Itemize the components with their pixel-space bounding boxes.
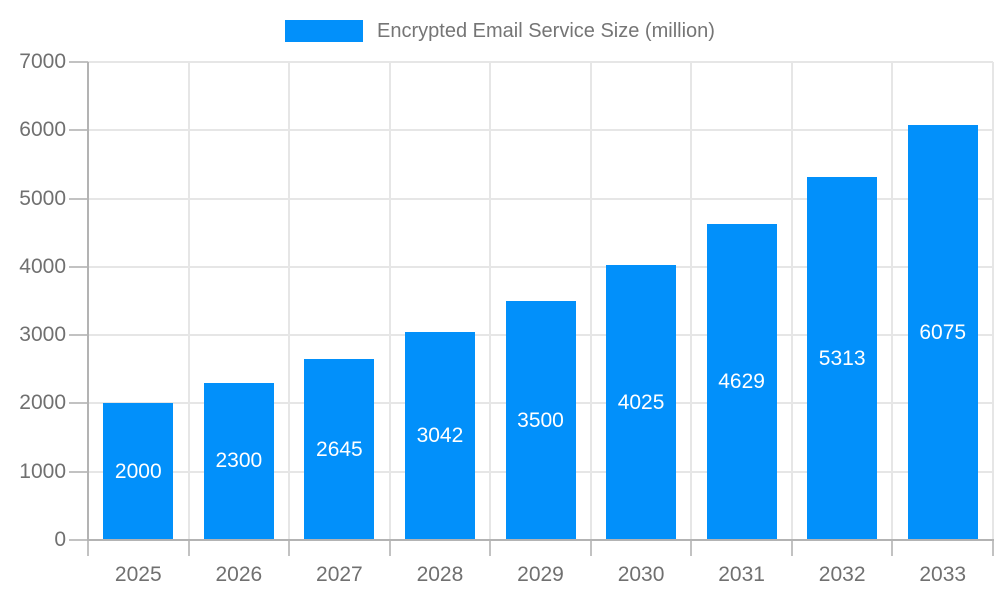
- x-axis-tick: [992, 541, 994, 556]
- h-gridline: [88, 197, 993, 200]
- y-axis-tick: [69, 265, 88, 268]
- x-axis-tick: [87, 541, 89, 556]
- y-axis-line: [87, 62, 89, 540]
- y-axis-tick: [69, 402, 88, 405]
- x-tick-label: 2030: [617, 563, 665, 586]
- h-gridline: [88, 265, 993, 268]
- y-tick-label: 2000: [19, 391, 66, 415]
- x-tick-label: 2026: [215, 563, 263, 586]
- legend-swatch-icon: [285, 20, 364, 42]
- v-gridline: [790, 62, 793, 540]
- y-tick-label: 0: [54, 528, 66, 551]
- bar: [606, 265, 677, 539]
- v-gridline: [690, 62, 693, 540]
- y-tick-label: 6000: [19, 118, 66, 142]
- x-tick-label: 2031: [718, 563, 765, 586]
- bar-value-label: 3500: [517, 408, 564, 432]
- y-tick-label: 7000: [19, 50, 66, 73]
- x-axis-tick: [388, 541, 391, 556]
- bar: [203, 382, 274, 539]
- y-tick-label: 3000: [19, 323, 66, 347]
- v-gridline: [891, 62, 894, 540]
- v-gridline: [589, 62, 592, 540]
- bar-value-label: 6075: [919, 320, 967, 344]
- legend-label: Encrypted Email Service Size (million): [377, 20, 715, 42]
- x-axis-tick: [589, 541, 592, 556]
- y-tick-label: 4000: [19, 254, 66, 278]
- x-axis-tick: [891, 541, 894, 556]
- y-axis-tick: [69, 197, 88, 200]
- x-axis-tick: [288, 541, 291, 556]
- y-axis-tick: [69, 61, 88, 63]
- bar-value-label: 2300: [215, 449, 263, 473]
- y-axis-tick: [69, 470, 88, 473]
- bar-value-label: 3042: [416, 424, 464, 448]
- v-gridline: [489, 62, 492, 540]
- bar-value-label: 2645: [316, 437, 363, 461]
- bar: [304, 359, 375, 539]
- x-tick-label: 2027: [316, 563, 363, 586]
- bar: [505, 301, 576, 539]
- v-gridline: [187, 62, 190, 540]
- h-gridline: [88, 61, 993, 63]
- bar-value-label: 4629: [718, 369, 765, 393]
- x-tick-label: 2029: [517, 563, 564, 586]
- y-axis-tick: [69, 539, 88, 541]
- bar: [706, 223, 777, 539]
- v-gridline: [388, 62, 391, 540]
- x-tick-label: 2033: [919, 563, 967, 586]
- x-axis-tick: [187, 541, 190, 556]
- bar-value-label: 2000: [114, 459, 162, 483]
- x-axis-tick: [790, 541, 793, 556]
- y-tick-label: 1000: [19, 459, 66, 483]
- h-gridline: [88, 129, 993, 132]
- x-tick-label: 2028: [416, 563, 464, 586]
- bar: [907, 125, 978, 539]
- x-tick-label: 2032: [818, 563, 866, 586]
- v-gridline: [992, 62, 994, 540]
- x-axis-tick: [690, 541, 693, 556]
- x-axis-line: [87, 539, 994, 541]
- bar: [103, 403, 174, 539]
- x-axis-tick: [489, 541, 492, 556]
- v-gridline: [288, 62, 291, 540]
- chart-legend: Encrypted Email Service Size (million): [0, 19, 1000, 43]
- bar: [807, 177, 878, 539]
- y-axis-tick: [69, 129, 88, 132]
- x-tick-label: 2025: [114, 563, 162, 586]
- bar: [404, 332, 475, 539]
- bar-value-label: 4025: [617, 390, 665, 414]
- y-tick-label: 5000: [19, 186, 66, 210]
- bar-value-label: 5313: [818, 346, 866, 370]
- y-axis-tick: [69, 334, 88, 337]
